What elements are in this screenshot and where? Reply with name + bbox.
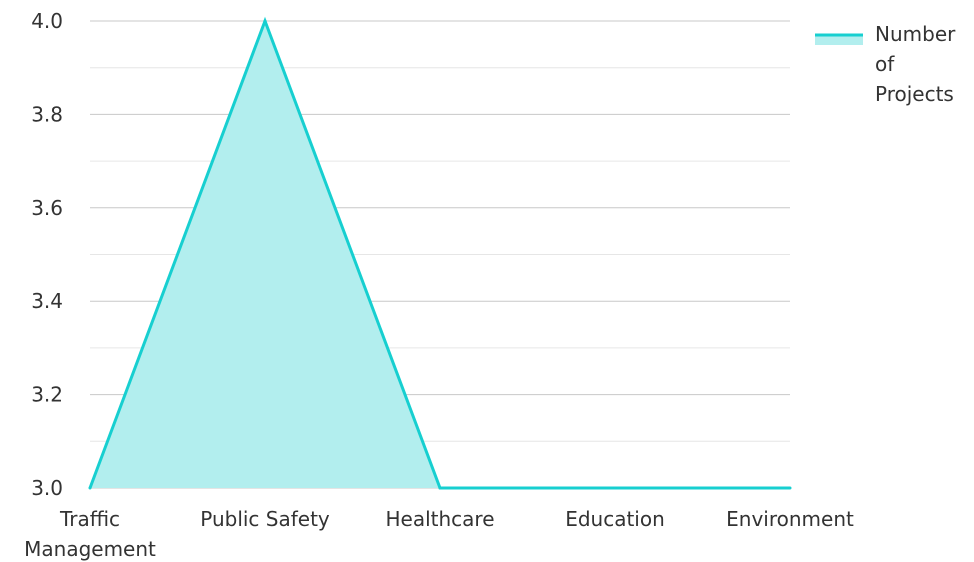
x-tick-label: Public Safety <box>200 507 330 531</box>
y-tick-label: 3.4 <box>31 289 63 313</box>
y-tick-label: 3.0 <box>31 476 63 500</box>
data-point <box>438 486 442 490</box>
y-axis: 3.0 3.2 3.4 3.6 3.8 4.0 <box>31 9 63 500</box>
legend: Number of Projects <box>815 22 956 106</box>
x-tick-label: Environment <box>726 507 854 531</box>
series-area <box>90 21 790 488</box>
legend-swatch-fill <box>815 34 863 45</box>
x-axis: Traffic Management Public Safety Healthcare… <box>24 507 854 561</box>
legend-label-number-of-projects: Number of Projects <box>875 22 956 106</box>
y-tick-label: 4.0 <box>31 9 63 33</box>
x-tick-label: Traffic Management <box>24 507 156 561</box>
data-point <box>88 486 92 490</box>
data-point <box>263 19 267 23</box>
x-tick-label: Education <box>565 507 665 531</box>
data-point <box>613 486 617 490</box>
data-point <box>788 486 792 490</box>
y-tick-label: 3.6 <box>31 196 63 220</box>
series-line <box>88 16 792 490</box>
y-tick-label: 3.2 <box>31 383 63 407</box>
x-tick-label: Healthcare <box>385 507 494 531</box>
y-tick-label: 3.8 <box>31 102 63 126</box>
series-area-fill <box>90 21 790 488</box>
